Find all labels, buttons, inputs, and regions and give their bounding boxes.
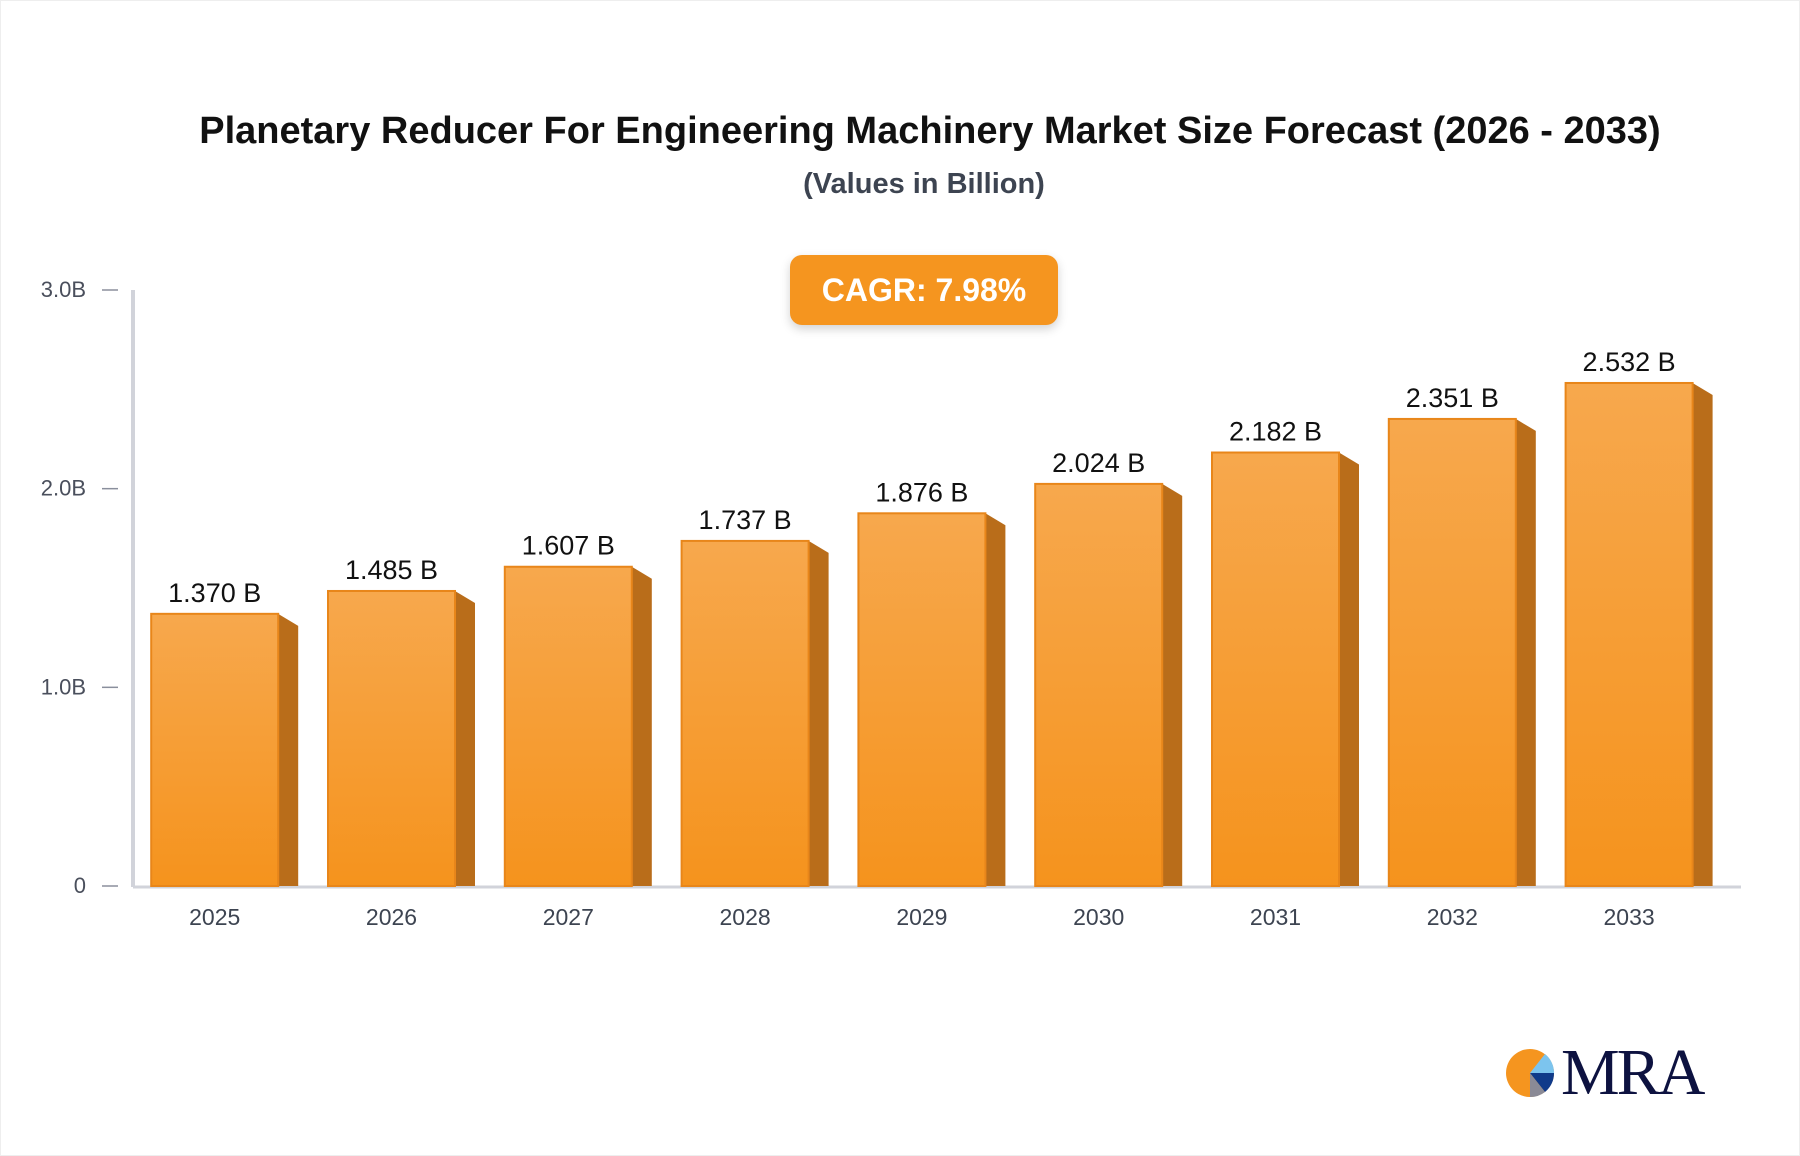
- bar: [1211, 451, 1340, 887]
- cagr-badge: CAGR: 7.98%: [790, 255, 1058, 325]
- y-tick-label: 2.0B: [41, 476, 86, 501]
- bar-side: [631, 566, 652, 886]
- y-tick-label: 3.0B: [41, 277, 86, 302]
- y-tick-label: 0: [74, 873, 86, 898]
- data-label: 1.876 B: [875, 477, 968, 507]
- x-tick-label: 2032: [1427, 904, 1478, 930]
- bar-side: [985, 513, 1006, 886]
- logo-text: MRA: [1561, 1036, 1705, 1109]
- bar-group: 2.024 B 2030: [1034, 448, 1183, 930]
- bar-side: [808, 540, 829, 886]
- bar: [327, 589, 456, 887]
- x-tick-label: 2033: [1604, 904, 1655, 930]
- bar-side: [1692, 382, 1713, 886]
- bar-side: [278, 613, 299, 886]
- bar-group: 1.485 B 2026: [327, 555, 475, 930]
- x-tick-label: 2026: [366, 904, 417, 930]
- data-label: 2.351 B: [1406, 383, 1499, 413]
- bar: [857, 512, 987, 887]
- bar-group: 2.351 B 2032: [1387, 383, 1536, 930]
- x-tick-label: 2028: [720, 904, 771, 930]
- data-label: 1.737 B: [699, 505, 792, 535]
- bar-group: 1.876 B 2029: [857, 477, 1006, 930]
- x-tick-label: 2031: [1250, 904, 1301, 930]
- x-tick-label: 2027: [543, 904, 594, 930]
- data-label: 1.370 B: [168, 578, 261, 608]
- bar-group: 1.607 B 2027: [503, 531, 652, 930]
- bar: [503, 565, 633, 887]
- x-tick-label: 2025: [189, 904, 240, 930]
- data-label: 1.607 B: [522, 531, 615, 561]
- x-tick-label: 2029: [896, 904, 947, 930]
- pie-logo-icon: [1506, 1049, 1555, 1098]
- mra-logo: MRA: [1505, 1036, 1705, 1109]
- bar: [1387, 417, 1517, 887]
- x-tick-label: 2030: [1073, 904, 1124, 930]
- bar: [1034, 482, 1164, 887]
- bar-group: 1.737 B 2028: [680, 505, 829, 930]
- chart-title: Planetary Reducer For Engineering Machin…: [199, 110, 1661, 152]
- bar-side: [1339, 452, 1359, 886]
- bar: [150, 612, 280, 887]
- data-label: 2.182 B: [1229, 417, 1322, 447]
- y-tick-label: 1.0B: [41, 674, 86, 699]
- chart-subtitle: (Values in Billion): [803, 168, 1045, 200]
- bar-group: 1.370 B 2025: [150, 578, 299, 930]
- data-label: 1.485 B: [345, 555, 438, 585]
- bar-group: 2.182 B 2031: [1211, 417, 1359, 930]
- bar: [1564, 381, 1694, 887]
- bar-group: 2.532 B 2033: [1564, 347, 1713, 930]
- bar: [680, 539, 810, 888]
- bar-side: [1162, 483, 1183, 886]
- data-label: 2.532 B: [1583, 347, 1676, 377]
- bar-side: [455, 590, 475, 886]
- bar-side: [1515, 418, 1536, 886]
- data-label: 2.024 B: [1052, 448, 1145, 478]
